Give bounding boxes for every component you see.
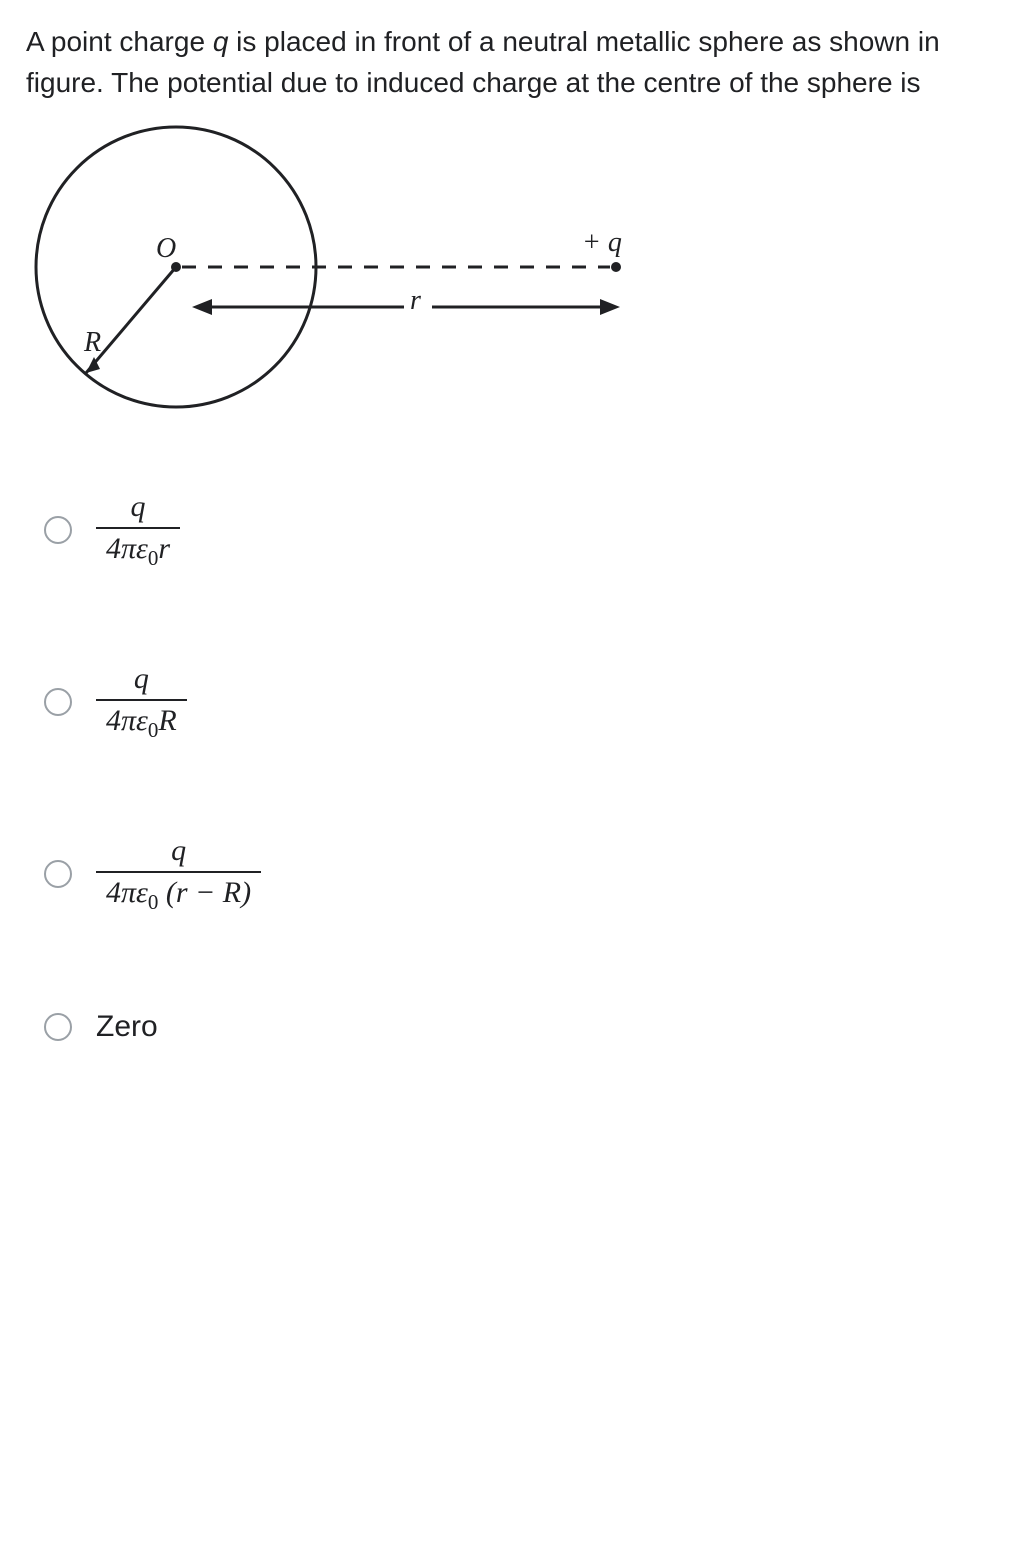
charge-dot: [611, 262, 621, 272]
option-b-den: 4πε0R: [96, 701, 187, 743]
label-plus-q: + q: [582, 227, 622, 258]
radio-icon[interactable]: [44, 1013, 72, 1041]
options-list: q 4πε0r q 4πε0R q 4πε0 (r − R) Zero: [26, 489, 1002, 1049]
option-b[interactable]: q 4πε0R: [44, 661, 1002, 743]
option-a-num: q: [96, 489, 180, 529]
option-a-den: 4πε0r: [96, 529, 180, 571]
option-c-fraction: q 4πε0 (r − R): [96, 833, 261, 915]
option-c[interactable]: q 4πε0 (r − R): [44, 833, 1002, 915]
option-a-fraction: q 4πε0r: [96, 489, 180, 571]
figure-svg: O + q R r: [26, 117, 626, 417]
option-b-fraction: q 4πε0R: [96, 661, 187, 743]
dim-arrow-right: [600, 299, 620, 315]
label-O: O: [156, 233, 176, 264]
option-a[interactable]: q 4πε0r: [44, 489, 1002, 571]
radio-icon[interactable]: [44, 516, 72, 544]
dim-arrow-left: [192, 299, 212, 315]
radio-icon[interactable]: [44, 688, 72, 716]
label-R: R: [83, 327, 101, 358]
option-b-num: q: [96, 661, 187, 701]
radio-icon[interactable]: [44, 860, 72, 888]
question-var-q: q: [213, 26, 229, 57]
option-d[interactable]: Zero: [44, 1005, 1002, 1049]
label-r: r: [410, 285, 421, 316]
question-text: A point charge q is placed in front of a…: [26, 22, 1002, 103]
figure: O + q R r: [26, 117, 1002, 429]
option-d-text: Zero: [96, 1005, 158, 1049]
option-c-num: q: [96, 833, 261, 873]
question-part-1: A point charge: [26, 26, 213, 57]
option-c-den: 4πε0 (r − R): [96, 873, 261, 915]
